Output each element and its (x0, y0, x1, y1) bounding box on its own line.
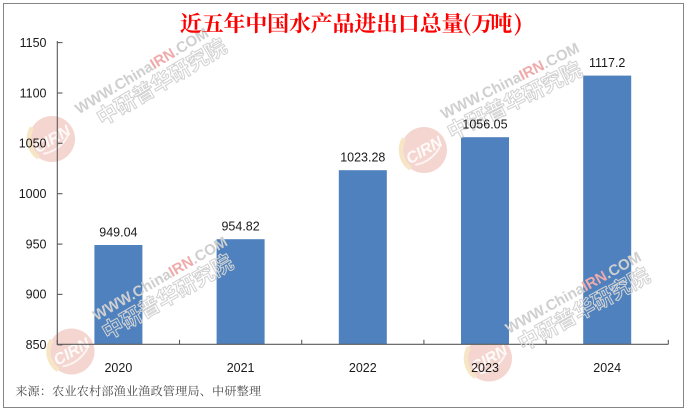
svg-text:1150: 1150 (20, 36, 47, 50)
svg-text:900: 900 (26, 288, 47, 302)
svg-text:1000: 1000 (19, 187, 47, 201)
svg-text:2022: 2022 (349, 361, 377, 375)
svg-text:1023.28: 1023.28 (340, 151, 385, 165)
svg-text:2023: 2023 (471, 361, 499, 375)
svg-text:1100: 1100 (20, 86, 47, 100)
svg-text:850: 850 (26, 338, 47, 352)
svg-text:2021: 2021 (227, 361, 255, 375)
svg-text:954.82: 954.82 (221, 220, 259, 234)
svg-text:2020: 2020 (104, 361, 132, 375)
svg-text:949.04: 949.04 (99, 225, 137, 239)
svg-text:1050: 1050 (19, 137, 47, 151)
svg-text:2024: 2024 (593, 361, 621, 375)
svg-text:1117.2: 1117.2 (589, 56, 625, 70)
svg-text:950: 950 (26, 237, 47, 251)
svg-text:1056.05: 1056.05 (462, 118, 507, 132)
